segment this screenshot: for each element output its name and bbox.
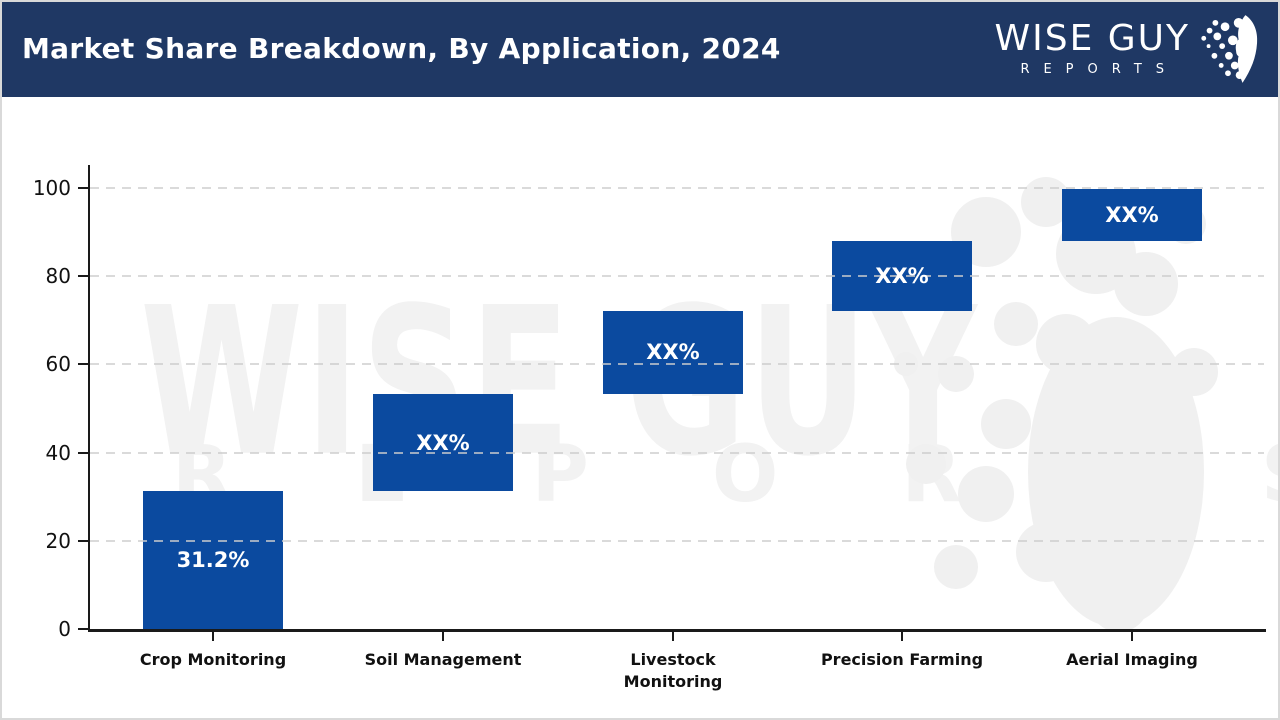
y-axis-line: [88, 165, 90, 631]
gridline: [90, 539, 1264, 542]
brand-logo: WISE GUY REPORTS: [995, 13, 1259, 85]
y-axis-tick: [78, 275, 88, 278]
waterfall-bar: [603, 311, 743, 394]
header-bar: Market Share Breakdown, By Application, …: [2, 2, 1278, 97]
plot-area: 0 20 40 60 80 100 31.2% XX% XX% XX% XX% Crop Monito…: [33, 157, 1266, 691]
brand-logo-text: WISE GUY REPORTS: [994, 17, 1191, 77]
x-category-label: Aerial Imaging: [1066, 650, 1198, 669]
x-axis-line: [88, 629, 1266, 632]
x-axis-tick: [901, 632, 903, 641]
y-tick-label: 20: [45, 528, 71, 553]
waterfall-bar: [373, 393, 513, 492]
y-axis-tick: [78, 363, 88, 366]
y-axis-tick: [78, 539, 88, 542]
bar-value-label: XX%: [875, 263, 929, 288]
x-category-label: Precision Farming: [820, 650, 984, 669]
y-axis-tick: [78, 628, 88, 630]
y-axis-tick: [78, 451, 88, 454]
x-axis-tick: [442, 632, 444, 641]
bar-value-label: XX%: [416, 430, 470, 455]
x-category-label: Livestock Monitoring: [623, 650, 723, 691]
gridline: [90, 275, 1264, 278]
bar-value-label: 31.2%: [176, 548, 250, 573]
brand-name-label: WISE GUY: [994, 17, 1190, 59]
y-tick-label: 0: [58, 617, 71, 641]
gridline: [90, 187, 1264, 189]
y-tick-label: 40: [45, 440, 71, 465]
bar-value-label: XX%: [646, 340, 700, 365]
gridline: [90, 363, 1264, 366]
x-axis-tick: [1131, 632, 1133, 641]
y-axis-tick: [78, 187, 88, 189]
page-title: Market Share Breakdown, By Application, …: [22, 32, 781, 65]
y-tick-label: 100: [32, 176, 71, 200]
y-tick-label: 60: [45, 352, 71, 377]
brand-subtitle-label: REPORTS: [1020, 61, 1179, 77]
bar-value-label: XX%: [1105, 202, 1159, 227]
brand-face-icon: [1201, 14, 1258, 83]
gridline: [90, 451, 1264, 454]
x-category-label: Soil Management: [364, 650, 522, 669]
x-category-label: Crop Monitoring: [139, 650, 287, 669]
y-tick-label: 80: [45, 264, 71, 289]
x-axis-tick: [672, 632, 674, 641]
waterfall-bar: [143, 491, 283, 629]
x-axis-tick: [212, 632, 214, 641]
